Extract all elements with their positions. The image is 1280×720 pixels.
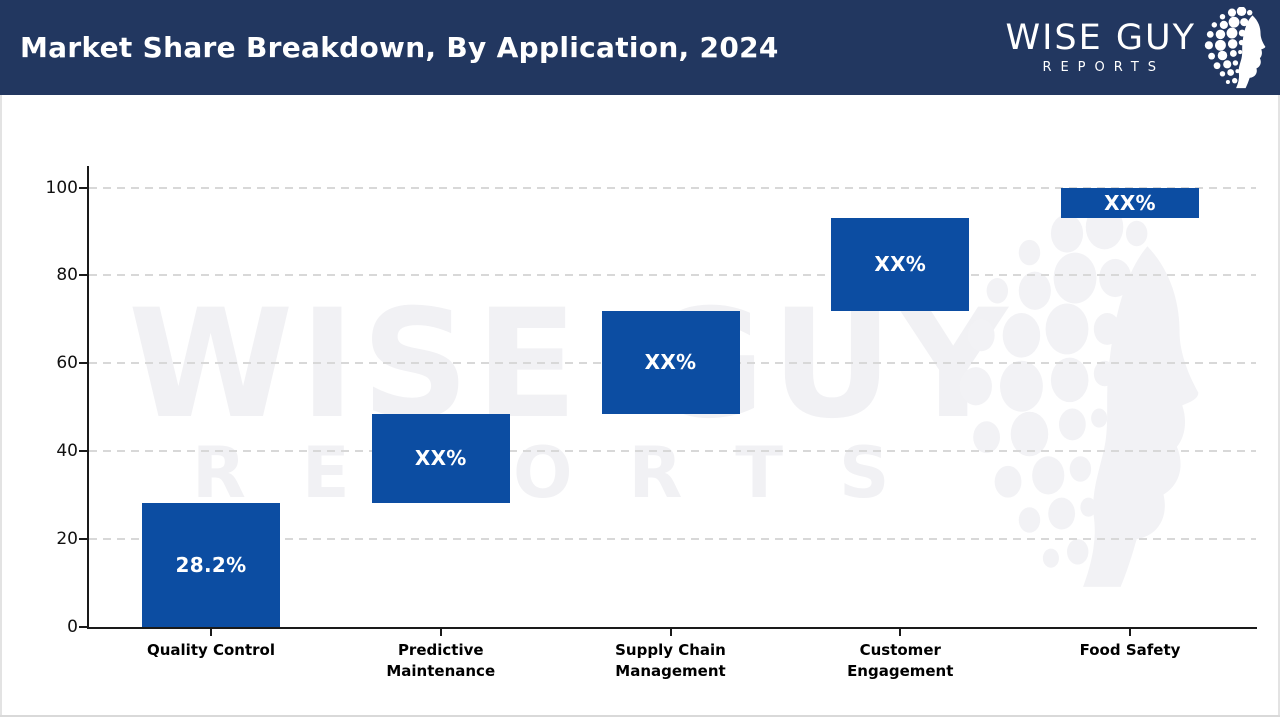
x-axis-label-line: Predictive — [397, 641, 484, 659]
y-axis-tick — [79, 450, 87, 453]
watermark-wordmark: WISE GUY — [128, 278, 1014, 452]
x-axis-label-food-safety: Food Safety — [1010, 640, 1250, 661]
bar-value-label: XX% — [874, 252, 927, 277]
y-axis-tick — [79, 186, 87, 189]
bar-value-label: XX% — [644, 350, 697, 375]
bar-quality-control: 28.2% — [142, 503, 280, 627]
x-axis-tick — [899, 629, 902, 636]
y-axis-tick — [79, 274, 87, 277]
y-axis-tick — [79, 362, 87, 365]
gridline — [89, 274, 1256, 277]
bar-supply-chain-management: XX% — [601, 310, 740, 414]
y-axis-tick-label: 60 — [56, 353, 78, 374]
x-axis-label-line: Quality Control — [146, 641, 275, 659]
logo-head-icon — [1204, 6, 1266, 88]
x-axis-label-supply-chain-management: Supply Chain Management — [551, 640, 791, 682]
bar-predictive-maintenance: XX% — [371, 413, 510, 504]
logo-text: WISE GUY REPORTS — [1005, 17, 1196, 75]
watermark-subtext: REPORTS — [192, 432, 946, 514]
watermark-head-icon — [959, 208, 1199, 587]
bar-customer-engagement: XX% — [831, 218, 970, 311]
x-axis-tick — [439, 629, 442, 636]
x-axis-tick — [669, 629, 672, 636]
x-axis-line — [87, 627, 1257, 629]
x-axis-label-predictive-maintenance: Predictive Maintenance — [321, 640, 561, 682]
y-axis-tick-label: 100 — [45, 177, 78, 198]
page-title: Market Share Breakdown, By Application, … — [20, 31, 779, 64]
x-axis-label-line: Customer — [859, 641, 941, 659]
page-border-left — [0, 95, 2, 717]
page-border-right — [1278, 95, 1280, 717]
header-bar: Market Share Breakdown, By Application, … — [0, 0, 1280, 95]
x-axis-tick — [1129, 629, 1131, 636]
bar-value-label: XX% — [1104, 190, 1156, 215]
x-axis-label-customer-engagement: Customer Engagement — [780, 640, 1020, 682]
gridline — [89, 186, 1256, 189]
logo-subtext: REPORTS — [1042, 59, 1166, 75]
y-axis-tick-label: 40 — [56, 441, 78, 462]
x-axis-label-line: Maintenance — [386, 662, 496, 680]
bar-food-safety: XX% — [1061, 187, 1199, 219]
page-border-bottom — [0, 715, 1280, 717]
y-axis-tick-label: 20 — [56, 529, 78, 550]
x-axis-label-line: Food Safety — [1079, 641, 1181, 659]
logo-wordmark: WISE GUY — [1005, 17, 1196, 58]
x-axis-tick — [210, 629, 212, 636]
y-axis-tick — [79, 538, 87, 541]
y-axis-tick-label: 0 — [67, 617, 78, 637]
y-axis-line — [87, 166, 89, 629]
x-axis-label-line: Supply Chain — [615, 641, 726, 659]
bar-value-label: XX% — [414, 446, 467, 471]
x-axis-label-quality-control: Quality Control — [91, 640, 331, 661]
x-axis-label-line: Management — [615, 662, 726, 680]
y-axis-tick — [79, 626, 87, 628]
wiseguy-logo: WISE GUY REPORTS — [1005, 6, 1266, 89]
gridline — [89, 450, 1256, 453]
y-axis-tick-label: 80 — [56, 265, 78, 286]
bar-value-label: 28.2% — [175, 553, 247, 578]
gridline — [89, 538, 1256, 541]
x-axis-label-line: Engagement — [847, 662, 954, 680]
